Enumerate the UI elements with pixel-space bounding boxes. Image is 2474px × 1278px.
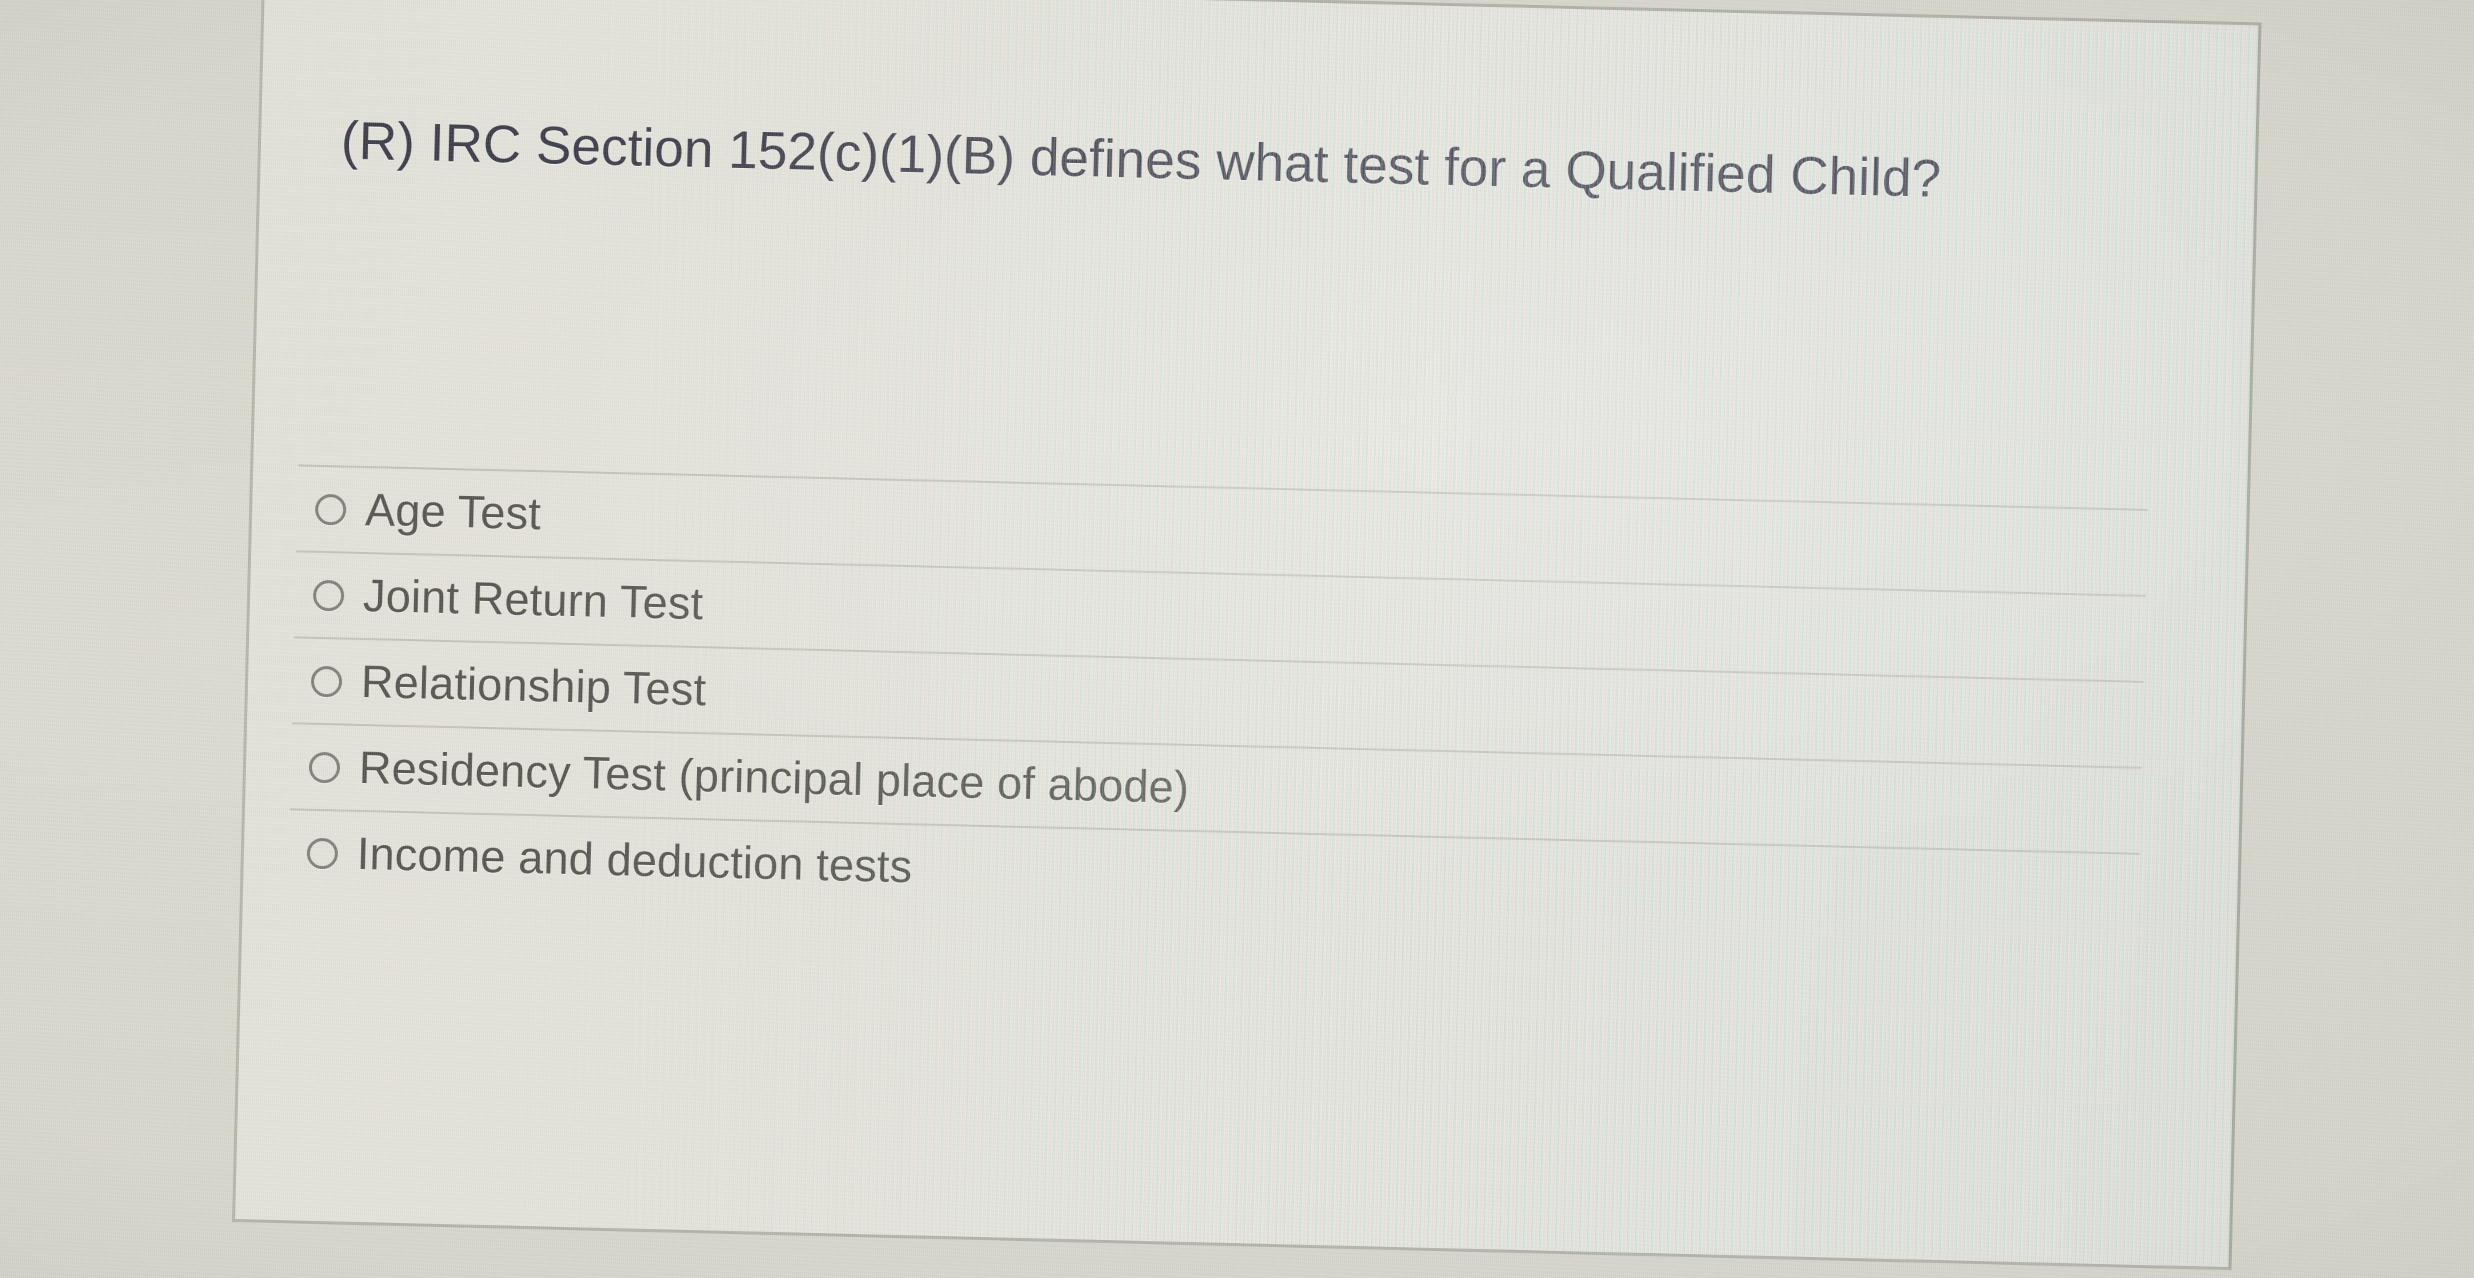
answer-option-label: Residency Test (principal place of abode… xyxy=(358,741,1190,813)
answer-option-label: Age Test xyxy=(364,484,542,540)
radio-unchecked-icon[interactable] xyxy=(314,493,347,526)
question-card: (R) IRC Section 152(c)(1)(B) defines wha… xyxy=(232,0,2262,1271)
question-card-content: (R) IRC Section 152(c)(1)(B) defines wha… xyxy=(235,0,2258,1267)
radio-unchecked-icon[interactable] xyxy=(308,751,341,783)
radio-unchecked-icon[interactable] xyxy=(306,837,339,869)
answer-option-label: Joint Return Test xyxy=(362,569,704,630)
answer-option-label: Relationship Test xyxy=(360,655,707,716)
answer-options-list: Age Test Joint Return Test Relationship … xyxy=(287,464,2148,939)
radio-unchecked-icon[interactable] xyxy=(310,665,343,697)
radio-unchecked-icon[interactable] xyxy=(312,579,345,612)
answer-option-label: Income and deduction tests xyxy=(356,827,913,893)
question-prompt: (R) IRC Section 152(c)(1)(B) defines wha… xyxy=(340,111,1942,209)
